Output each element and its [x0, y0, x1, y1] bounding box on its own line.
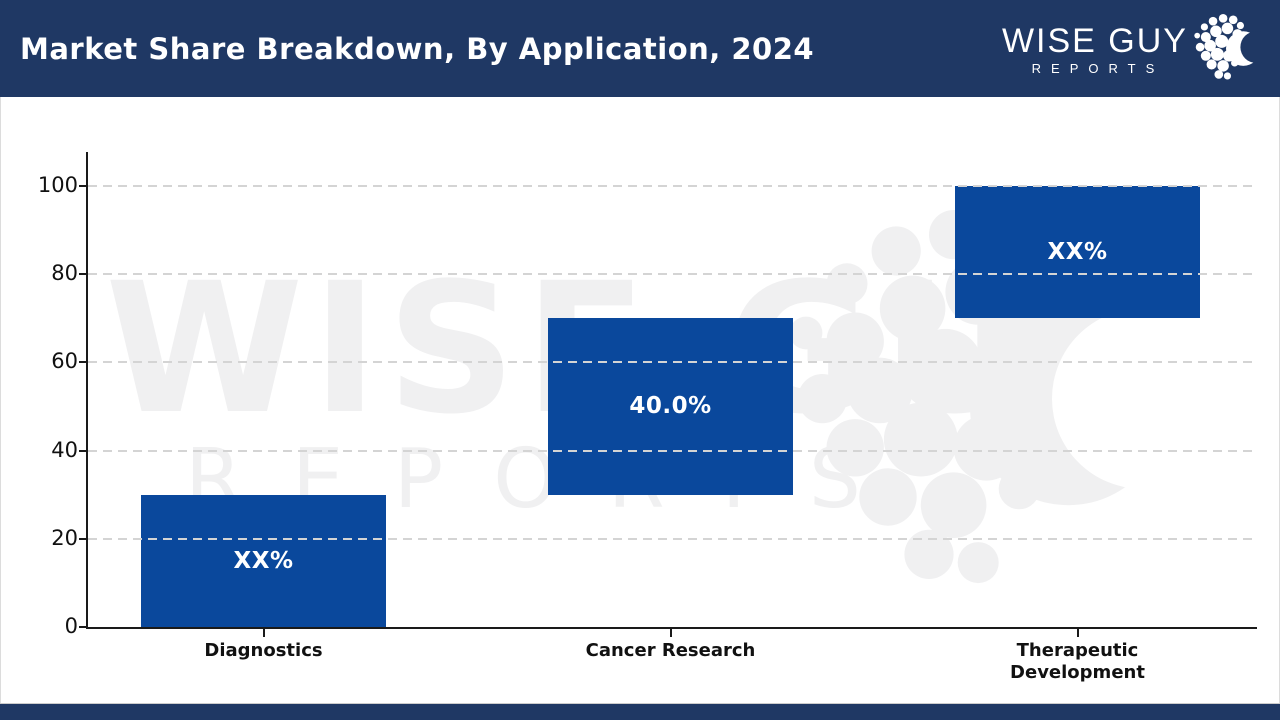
wiseguy-logo-text: WISE GUY REPORTS [1002, 23, 1188, 77]
y-tick-mark-0 [79, 626, 86, 628]
x-category-label: Cancer Research [585, 640, 756, 661]
x-tick-mark-1 [669, 629, 672, 637]
bar-value-label: XX% [1047, 239, 1108, 266]
y-tick-label-20: 20 [51, 525, 78, 550]
y-tick-mark-20 [79, 537, 86, 540]
x-category-label: Therapeutic Development [1010, 640, 1145, 683]
chart-title: Market Share Breakdown, By Application, … [20, 31, 815, 66]
x-category-label: Diagnostics [204, 640, 323, 661]
x-tick-mark-2 [1076, 629, 1079, 637]
bar-value-label: 40.0% [629, 393, 712, 420]
gridline-60 [88, 361, 1256, 364]
footer-bar [0, 703, 1280, 720]
gridline-20 [88, 537, 1256, 540]
bar-diagnostics: XX% [141, 494, 386, 627]
bar-therapeutic-development: XX% [955, 186, 1200, 319]
x-tick-mark-0 [262, 629, 265, 637]
y-tick-label-60: 60 [51, 349, 78, 374]
y-tick-label-0: 0 [64, 614, 78, 638]
y-tick-mark-40 [79, 449, 86, 452]
gridline-100 [88, 185, 1256, 187]
y-tick-mark-80 [79, 273, 86, 276]
y-tick-label-100: 100 [37, 173, 78, 197]
gridline-40 [88, 449, 1256, 452]
y-tick-mark-60 [79, 361, 86, 364]
logo-wiseguy-label: WISE GUY [1001, 22, 1188, 60]
logo-reports-label: REPORTS [1031, 61, 1165, 76]
bar-value-label: XX% [233, 547, 294, 574]
y-axis-line [86, 152, 88, 629]
header-bar: Market Share Breakdown, By Application, … [0, 0, 1280, 97]
wiseguy-face-logo-icon [1194, 14, 1262, 80]
y-tick-label-80: 80 [51, 261, 78, 286]
y-tick-mark-100 [79, 185, 86, 187]
y-tick-label-40: 40 [51, 437, 78, 462]
x-axis-line [86, 627, 1257, 629]
bar-cancer-research: 40.0% [548, 318, 793, 495]
gridline-80 [88, 273, 1256, 276]
wiseguy-logo: WISE GUY REPORTS [1002, 6, 1262, 94]
